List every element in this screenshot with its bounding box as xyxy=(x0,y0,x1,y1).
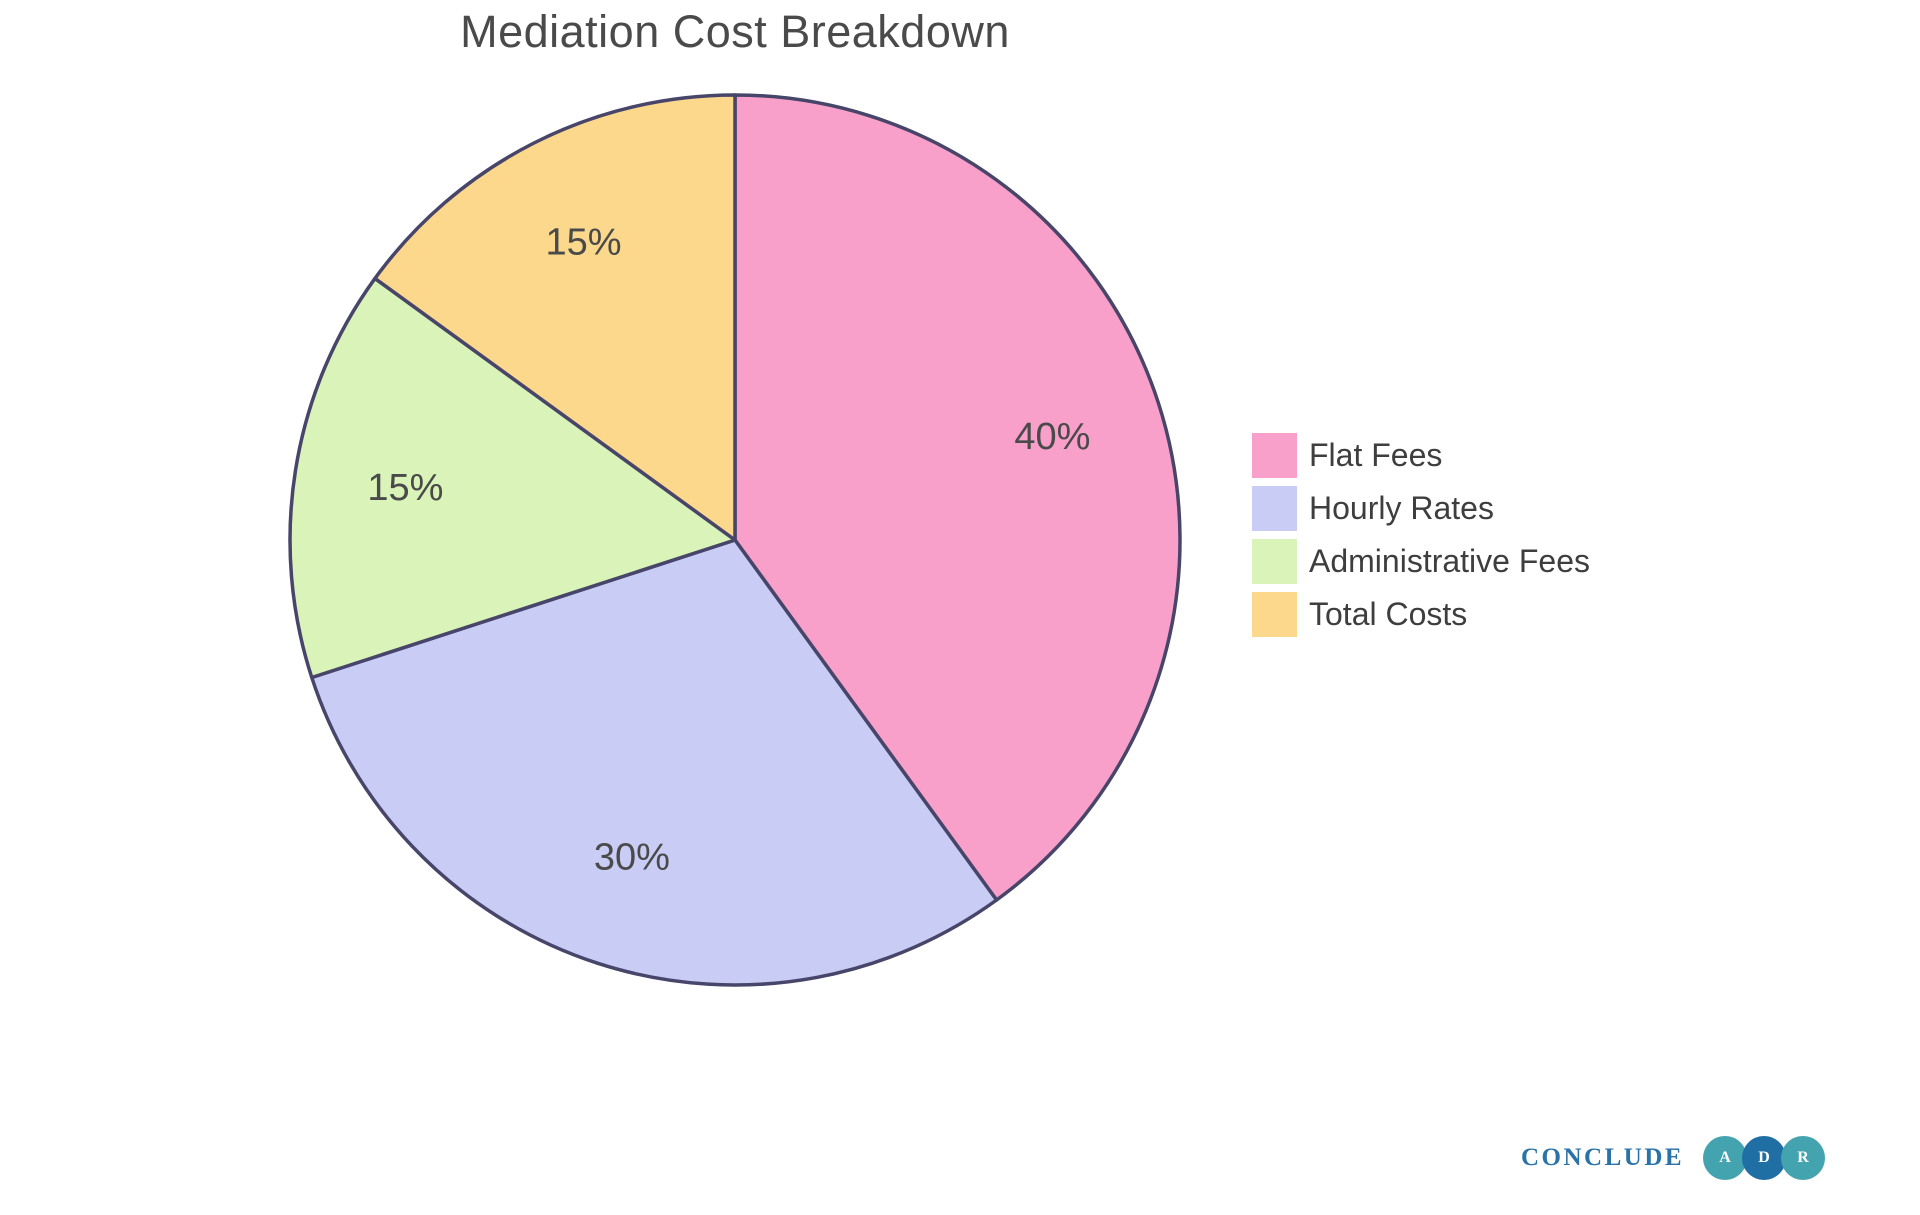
pie-chart: 40% 30% 15% 15% xyxy=(288,93,1182,987)
legend-swatch-flat-fees xyxy=(1252,433,1297,478)
legend-label: Flat Fees xyxy=(1309,437,1443,473)
pie-slice-flat-fees xyxy=(733,93,1182,902)
legend-item-total-costs: Total Costs xyxy=(1252,592,1590,637)
brand-badges: A D R xyxy=(1703,1136,1826,1180)
pie-slice-administrative-fees xyxy=(288,276,737,680)
badge-d-circle: D xyxy=(1742,1136,1787,1180)
brand-wordmark: CONCLUDE xyxy=(1521,1144,1685,1171)
legend: Flat Fees Hourly Rates Administrative Fe… xyxy=(1252,433,1590,637)
legend-label: Total Costs xyxy=(1309,596,1468,632)
legend-swatch-administrative-fees xyxy=(1252,539,1297,584)
legend-swatch-hourly-rates xyxy=(1252,486,1297,531)
legend-item-hourly-rates: Hourly Rates xyxy=(1252,486,1590,531)
legend-label: Hourly Rates xyxy=(1309,490,1494,526)
pie-slice-total-costs xyxy=(373,93,737,542)
pie-percent-label: 15% xyxy=(545,222,621,264)
pie-percent-label: 30% xyxy=(594,836,670,878)
legend-swatch-total-costs xyxy=(1252,592,1297,637)
pie-percent-label: 15% xyxy=(367,467,443,509)
legend-label: Administrative Fees xyxy=(1309,543,1590,579)
badge-r-circle: R xyxy=(1781,1136,1826,1180)
badge-a-circle: A xyxy=(1703,1136,1748,1180)
pie-slice-hourly-rates xyxy=(310,538,999,987)
brand-logo: CONCLUDE A D R xyxy=(1521,1136,1826,1180)
legend-item-administrative-fees: Administrative Fees xyxy=(1252,539,1590,584)
pie-percent-label: 40% xyxy=(1014,416,1090,458)
legend-item-flat-fees: Flat Fees xyxy=(1252,433,1590,478)
chart-title: Mediation Cost Breakdown xyxy=(460,6,1010,57)
